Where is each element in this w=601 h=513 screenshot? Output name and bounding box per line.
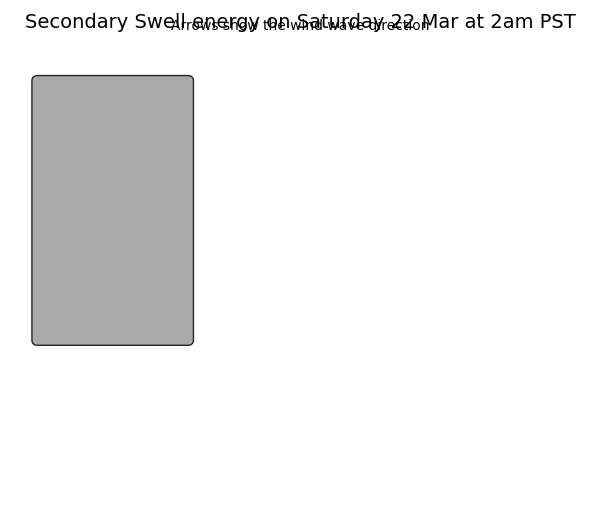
Text: Secondary Swell energy on Saturday 22 Mar at 2am PST: Secondary Swell energy on Saturday 22 Ma… [25, 13, 576, 32]
FancyBboxPatch shape [32, 75, 194, 345]
Text: Arrows show the wind wave direction: Arrows show the wind wave direction [171, 19, 430, 33]
